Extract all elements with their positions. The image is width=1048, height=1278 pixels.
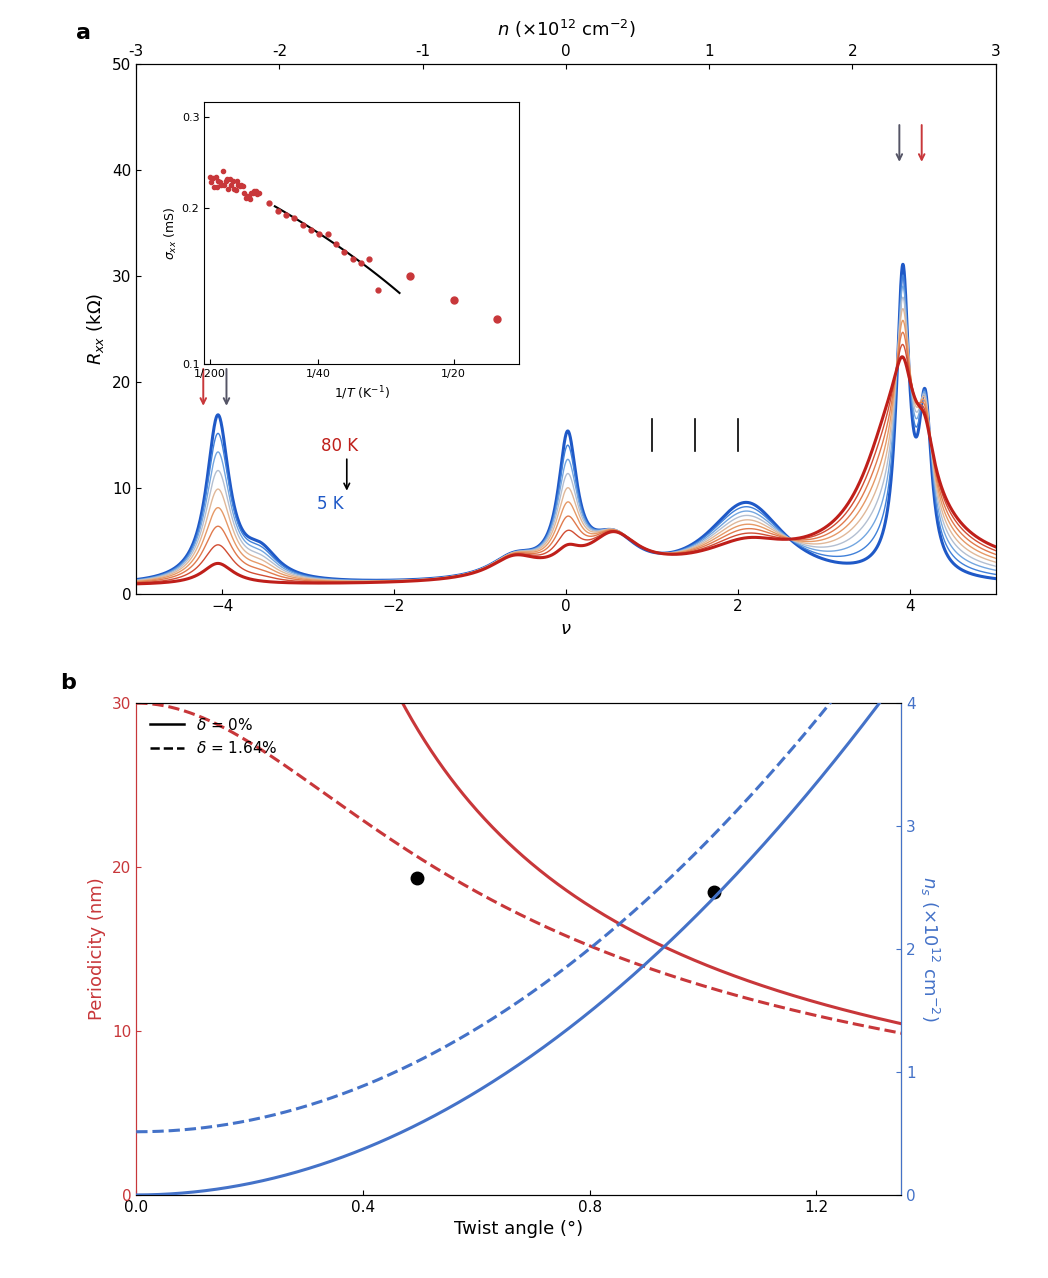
X-axis label: 1/$T$ (K$^{-1}$): 1/$T$ (K$^{-1}$) xyxy=(333,385,390,403)
Y-axis label: Periodicity (nm): Periodicity (nm) xyxy=(88,878,107,1020)
Y-axis label: $n_s$ ($\times$10$^{12}$ cm$^{-2}$): $n_s$ ($\times$10$^{12}$ cm$^{-2}$) xyxy=(918,875,941,1022)
Text: b: b xyxy=(60,674,75,693)
Y-axis label: $R_{xx}$ (k$\Omega$): $R_{xx}$ (k$\Omega$) xyxy=(86,293,107,366)
Text: 80 K: 80 K xyxy=(321,437,358,455)
Text: a: a xyxy=(77,23,91,42)
Legend: $\delta$ = 0%, $\delta$ = 1.64%: $\delta$ = 0%, $\delta$ = 1.64% xyxy=(144,711,283,763)
Y-axis label: $\sigma_{xx}$ (mS): $\sigma_{xx}$ (mS) xyxy=(162,207,179,259)
X-axis label: $\nu$: $\nu$ xyxy=(560,620,572,638)
X-axis label: $n$ ($\times$10$^{12}$ cm$^{-2}$): $n$ ($\times$10$^{12}$ cm$^{-2}$) xyxy=(497,18,635,40)
X-axis label: Twist angle (°): Twist angle (°) xyxy=(454,1220,584,1238)
Text: 5 K: 5 K xyxy=(316,496,344,514)
